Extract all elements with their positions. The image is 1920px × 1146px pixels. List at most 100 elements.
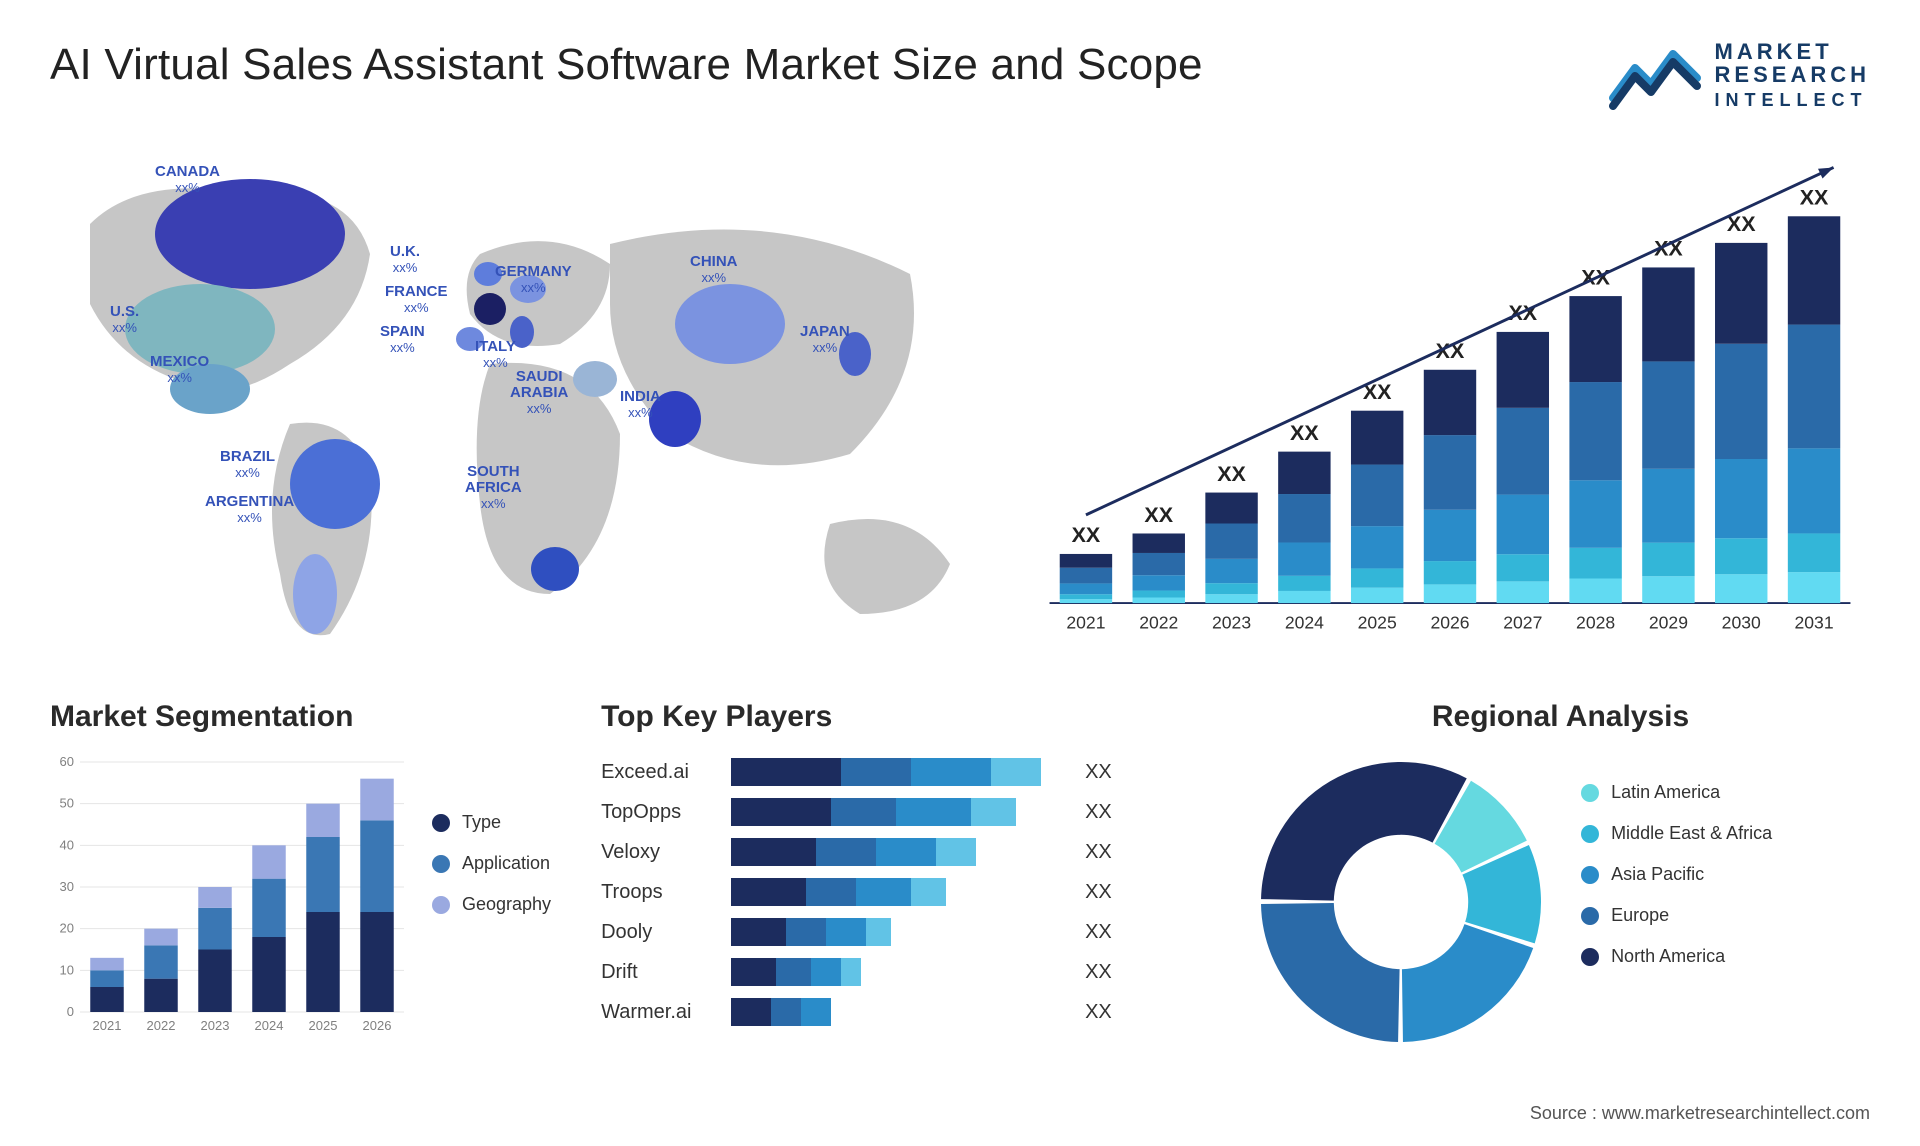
regional-legend-item: Middle East & Africa	[1581, 823, 1772, 844]
segmentation-chart: 0102030405060202120222023202420252026	[50, 752, 410, 1042]
player-row: Troops XX	[601, 872, 1201, 912]
svg-text:2025: 2025	[309, 1018, 338, 1033]
svg-text:2024: 2024	[1285, 612, 1324, 632]
player-bar	[731, 838, 1071, 866]
player-row: Dooly XX	[601, 912, 1201, 952]
player-bar	[731, 878, 1071, 906]
source-credit: Source : www.marketresearchintellect.com	[1530, 1103, 1870, 1124]
player-name: Troops	[601, 881, 731, 904]
page-title: AI Virtual Sales Assistant Software Mark…	[50, 40, 1203, 90]
players-title: Top Key Players	[601, 700, 1201, 734]
map-country-label: U.K.xx%	[390, 244, 420, 276]
world-map: CANADAxx% U.S.xx% MEXICOxx% BRAZILxx% ARGENT…	[50, 144, 990, 664]
map-country-label: CANADAxx%	[155, 164, 220, 196]
player-value: XX	[1085, 1001, 1112, 1024]
player-row: Warmer.ai XX	[601, 992, 1201, 1032]
player-name: Exceed.ai	[601, 761, 731, 784]
svg-text:XX: XX	[1217, 462, 1246, 486]
logo-word-3: INTELLECT	[1715, 90, 1868, 110]
svg-text:2027: 2027	[1503, 612, 1542, 632]
svg-text:2021: 2021	[93, 1018, 122, 1033]
svg-text:60: 60	[60, 754, 74, 769]
player-bar	[731, 758, 1071, 786]
svg-text:2024: 2024	[255, 1018, 284, 1033]
player-value: XX	[1085, 921, 1112, 944]
map-country-label: U.S.xx%	[110, 304, 139, 336]
svg-text:2028: 2028	[1576, 612, 1615, 632]
player-value: XX	[1085, 761, 1112, 784]
player-value: XX	[1085, 881, 1112, 904]
player-row: TopOpps XX	[601, 792, 1201, 832]
svg-text:2022: 2022	[147, 1018, 176, 1033]
player-bar	[731, 918, 1071, 946]
map-country-label: ITALYxx%	[475, 339, 516, 371]
player-name: Warmer.ai	[601, 1001, 731, 1024]
svg-text:0: 0	[67, 1004, 74, 1019]
player-bar	[731, 798, 1071, 826]
regional-legend-item: Latin America	[1581, 782, 1772, 803]
map-country-label: MEXICOxx%	[150, 354, 209, 386]
regional-legend-item: Asia Pacific	[1581, 864, 1772, 885]
svg-text:40: 40	[60, 837, 74, 852]
regional-legend: Latin America Middle East & Africa Asia Pa…	[1581, 752, 1772, 987]
logo-mark-icon	[1609, 40, 1701, 110]
segmentation-legend: Type Application Geography	[410, 752, 551, 1042]
player-name: Drift	[601, 961, 731, 984]
regional-panel: Regional Analysis Latin America Middle Ea…	[1251, 700, 1870, 1052]
map-country-label: SOUTHAFRICAxx%	[465, 464, 522, 511]
segmentation-chart-svg: 0102030405060202120222023202420252026	[50, 752, 410, 1042]
player-name: Dooly	[601, 921, 731, 944]
map-country-label: INDIAxx%	[620, 389, 661, 421]
map-country-label: FRANCExx%	[385, 284, 448, 316]
svg-text:2026: 2026	[363, 1018, 392, 1033]
svg-text:2023: 2023	[1212, 612, 1251, 632]
player-value: XX	[1085, 961, 1112, 984]
svg-text:30: 30	[60, 879, 74, 894]
svg-text:10: 10	[60, 962, 74, 977]
svg-text:2031: 2031	[1794, 612, 1833, 632]
segmentation-legend-item: Geography	[432, 894, 551, 915]
svg-text:XX: XX	[1800, 186, 1829, 210]
player-name: Veloxy	[601, 841, 731, 864]
map-country-label: SPAINxx%	[380, 324, 425, 356]
logo-word-2: RESEARCH	[1715, 62, 1870, 87]
player-bar	[731, 998, 1071, 1026]
svg-text:2030: 2030	[1722, 612, 1761, 632]
svg-text:2025: 2025	[1358, 612, 1397, 632]
map-country-label: BRAZILxx%	[220, 449, 275, 481]
map-country-label: ARGENTINAxx%	[205, 494, 294, 526]
segmentation-legend-item: Type	[432, 812, 551, 833]
segmentation-title: Market Segmentation	[50, 700, 551, 734]
regional-legend-item: North America	[1581, 946, 1772, 967]
map-country-label: SAUDIARABIAxx%	[510, 369, 568, 416]
regional-title: Regional Analysis	[1251, 700, 1870, 734]
svg-text:2026: 2026	[1430, 612, 1469, 632]
svg-text:2029: 2029	[1649, 612, 1688, 632]
growth-chart: 2021XX2022XX2023XX2024XX2025XX2026XX2027…	[1030, 144, 1870, 664]
map-country-label: CHINAxx%	[690, 254, 738, 286]
svg-text:XX: XX	[1290, 421, 1319, 445]
svg-text:20: 20	[60, 921, 74, 936]
svg-text:2021: 2021	[1066, 612, 1105, 632]
players-panel: Top Key Players Exceed.aiXXTopOppsXXVelo…	[601, 700, 1201, 1052]
regional-donut-svg	[1251, 752, 1551, 1052]
brand-logo: MARKET RESEARCH INTELLECT	[1609, 40, 1870, 110]
map-country-label: JAPANxx%	[800, 324, 850, 356]
player-value: XX	[1085, 801, 1112, 824]
player-row: Exceed.ai XX	[601, 752, 1201, 792]
segmentation-legend-item: Application	[432, 853, 551, 874]
player-row: Veloxy XX	[601, 832, 1201, 872]
map-country-label: GERMANYxx%	[495, 264, 572, 296]
svg-text:XX: XX	[1144, 503, 1173, 527]
player-value: XX	[1085, 841, 1112, 864]
player-bar	[731, 958, 1071, 986]
svg-text:2023: 2023	[201, 1018, 230, 1033]
regional-donut	[1251, 752, 1551, 1052]
regional-legend-item: Europe	[1581, 905, 1772, 926]
svg-text:2022: 2022	[1139, 612, 1178, 632]
player-name: TopOpps	[601, 801, 731, 824]
logo-word-1: MARKET	[1715, 39, 1833, 64]
growth-chart-svg: 2021XX2022XX2023XX2024XX2025XX2026XX2027…	[1030, 144, 1870, 652]
player-row: Drift XX	[601, 952, 1201, 992]
segmentation-panel: Market Segmentation 01020304050602021202…	[50, 700, 551, 1052]
